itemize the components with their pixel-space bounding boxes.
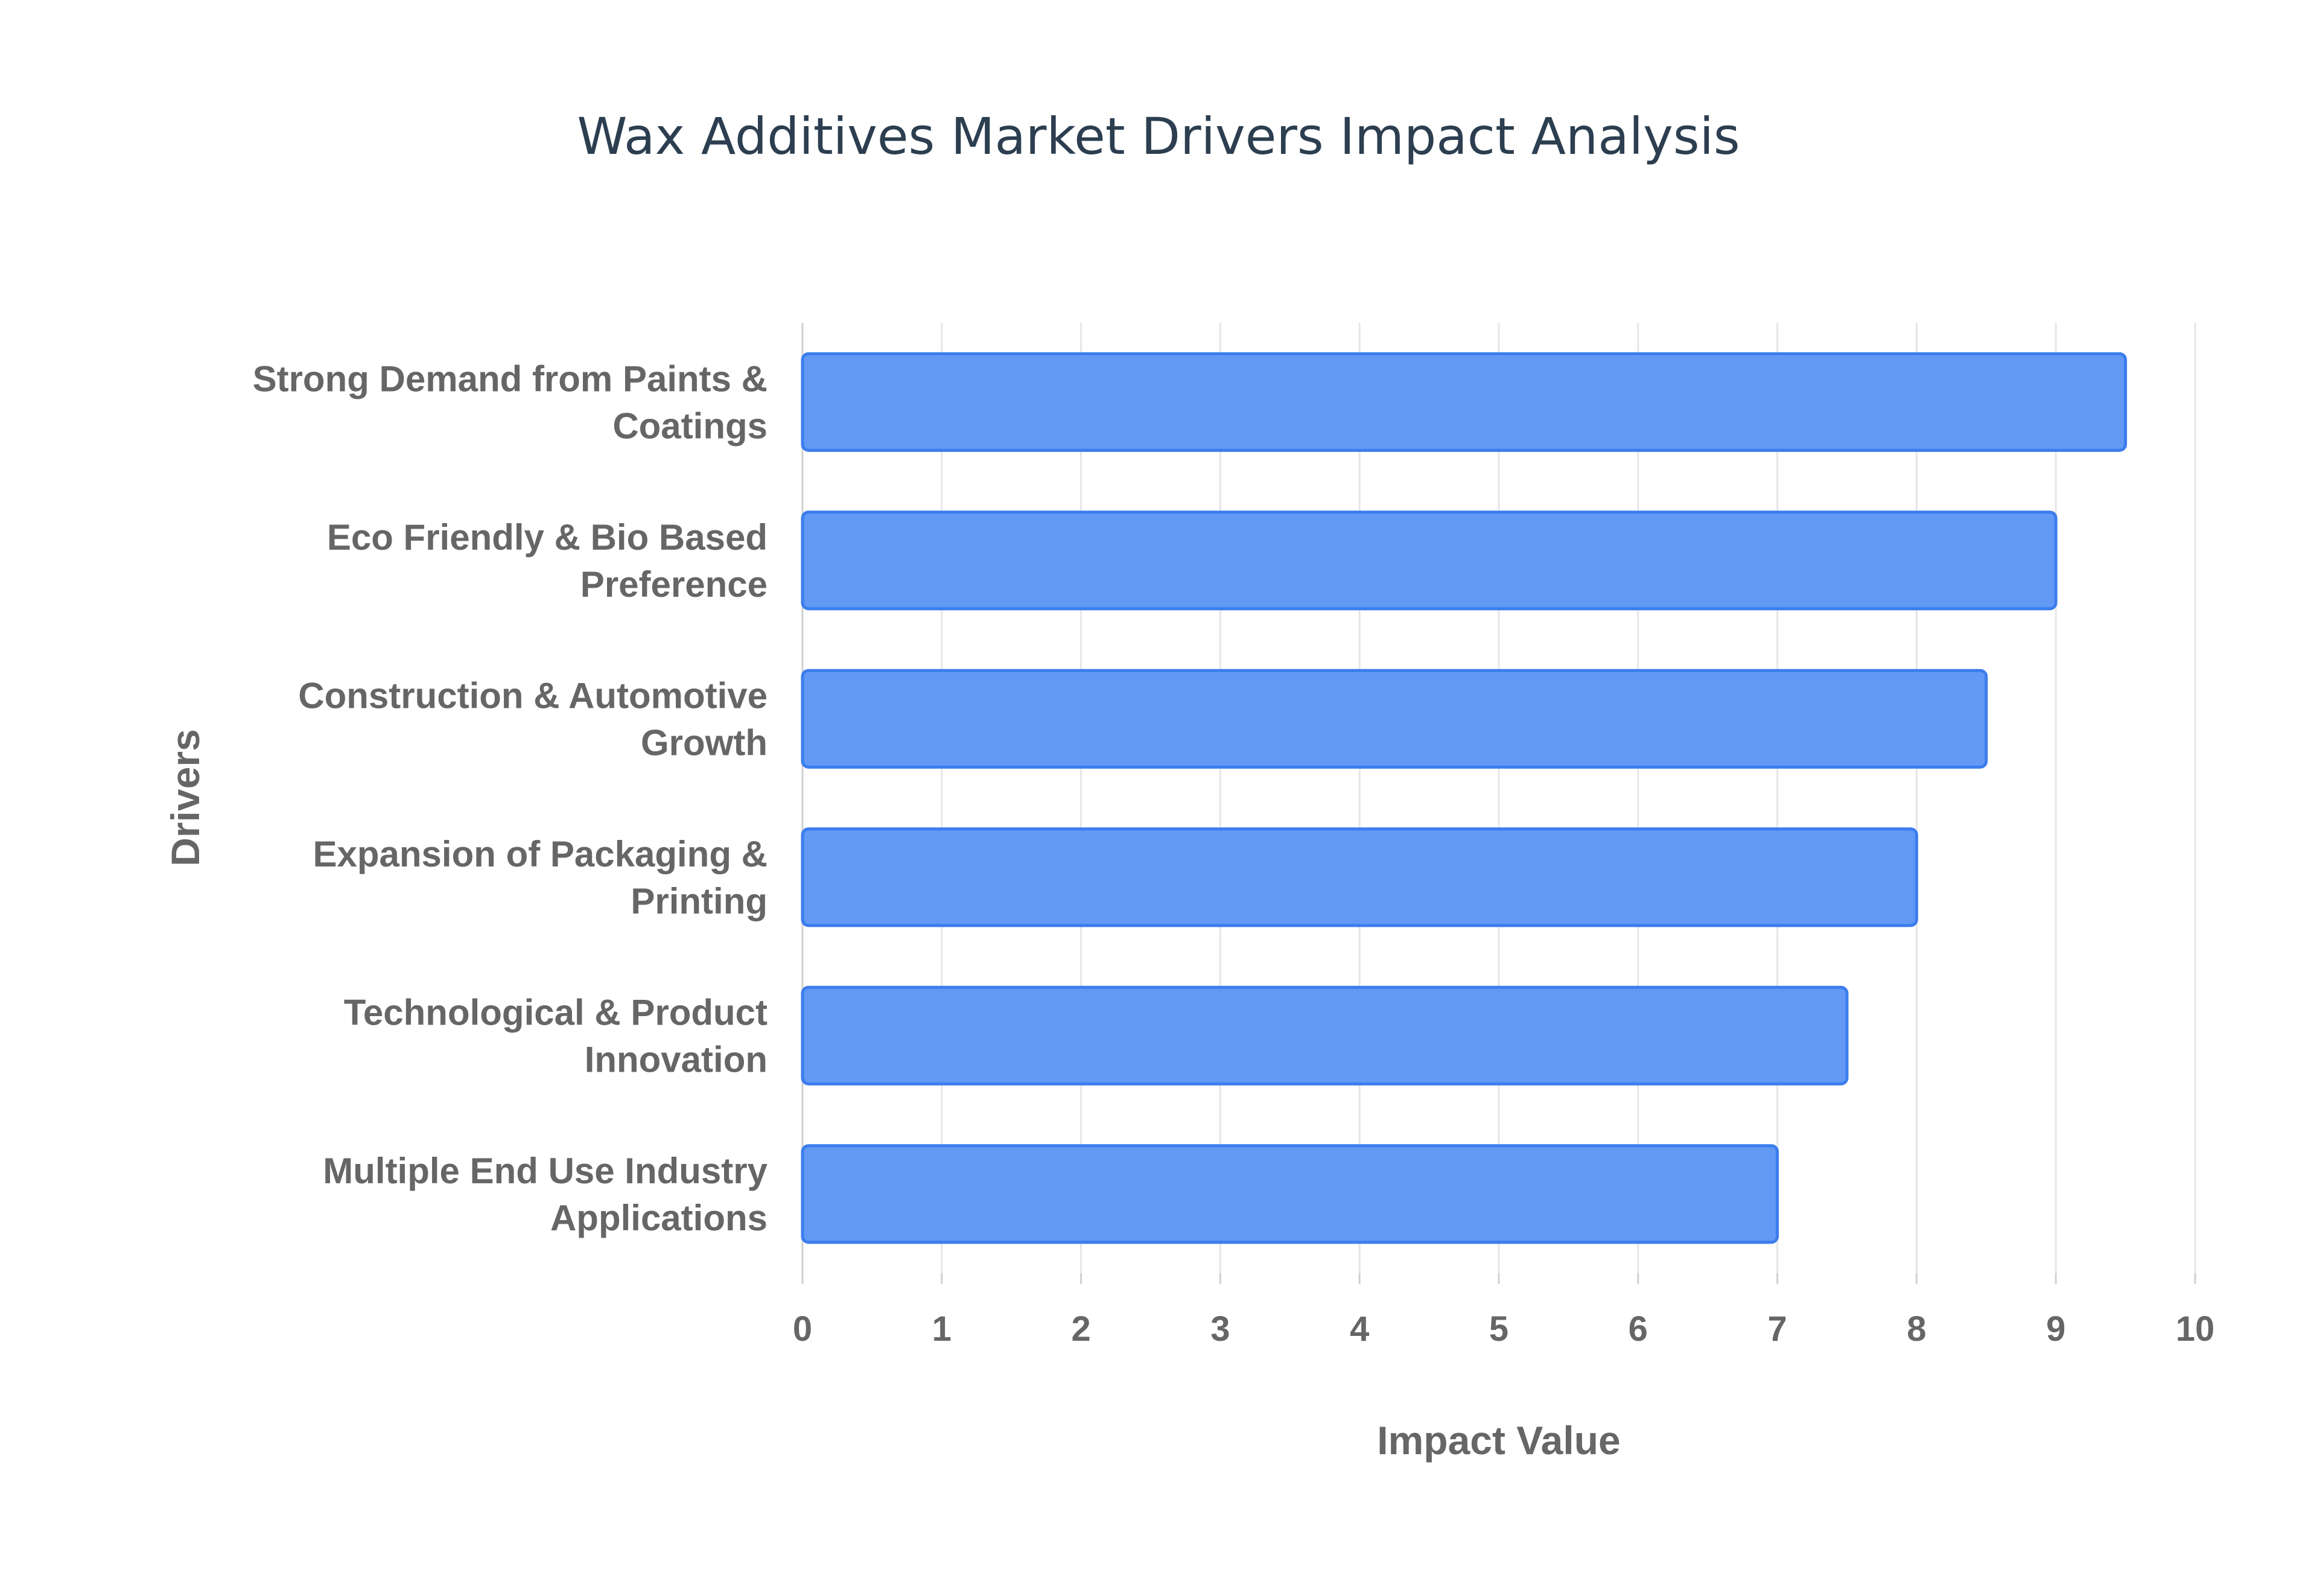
category-label: Multiple End Use Industry Applications	[323, 1151, 768, 1238]
category-label-line: Strong Demand from Paints &	[253, 358, 768, 399]
category-label-line: Expansion of Packaging &	[313, 834, 768, 874]
category-label-line: Printing	[631, 881, 768, 921]
category-label: Technological & Product Innovation	[344, 992, 768, 1079]
category-label-line: Coatings	[612, 405, 768, 446]
x-axis-title: Impact Value	[1377, 1418, 1621, 1463]
bars	[801, 352, 2128, 1244]
chart-title: Wax Additives Market Drivers Impact Anal…	[577, 107, 1740, 166]
x-tick-label: 3	[1210, 1309, 1230, 1349]
bar[interactable]	[801, 827, 1918, 927]
x-tick-label: 4	[1350, 1309, 1369, 1349]
y-axis-title: Drivers	[163, 729, 208, 866]
x-tick-label: 6	[1629, 1309, 1648, 1349]
x-tick-label: 9	[2046, 1309, 2065, 1349]
grid-lines	[801, 323, 2196, 1284]
category-label-line: Preference	[580, 564, 768, 605]
x-tick-label: 5	[1489, 1309, 1508, 1349]
category-label-line: Multiple End Use Industry	[323, 1151, 768, 1191]
category-label-line: Applications	[550, 1198, 768, 1238]
category-label: Expansion of Packaging & Printing	[313, 834, 768, 921]
bar[interactable]	[801, 669, 1988, 769]
bar[interactable]	[801, 1144, 1779, 1244]
category-label-line: Technological & Product	[344, 992, 768, 1032]
category-label-line: Construction & Automotive	[298, 675, 768, 716]
x-tick-label: 0	[793, 1309, 812, 1349]
bar[interactable]	[801, 352, 2128, 452]
bar[interactable]	[801, 985, 1849, 1086]
category-label: Strong Demand from Paints & Coatings	[253, 358, 768, 446]
x-tick-label: 10	[2176, 1309, 2215, 1349]
x-tick-label: 8	[1907, 1309, 1926, 1349]
bar[interactable]	[801, 510, 2058, 611]
x-tick-label: 7	[1767, 1309, 1787, 1349]
category-label-line: Growth	[641, 722, 768, 763]
x-tick-label: 1	[932, 1309, 952, 1349]
category-labels: Strong Demand from Paints & Coatings Eco F…	[253, 358, 768, 1238]
category-label-line: Eco Friendly & Bio Based	[327, 517, 768, 558]
x-tick-labels: 0 1 2 3 4 5 6 7 8 9 10	[793, 1309, 2214, 1349]
category-label-line: Innovation	[585, 1039, 768, 1079]
x-tick-label: 2	[1071, 1309, 1090, 1349]
category-label: Eco Friendly & Bio Based Preference	[327, 517, 768, 605]
category-label: Construction & Automotive Growth	[298, 675, 768, 763]
